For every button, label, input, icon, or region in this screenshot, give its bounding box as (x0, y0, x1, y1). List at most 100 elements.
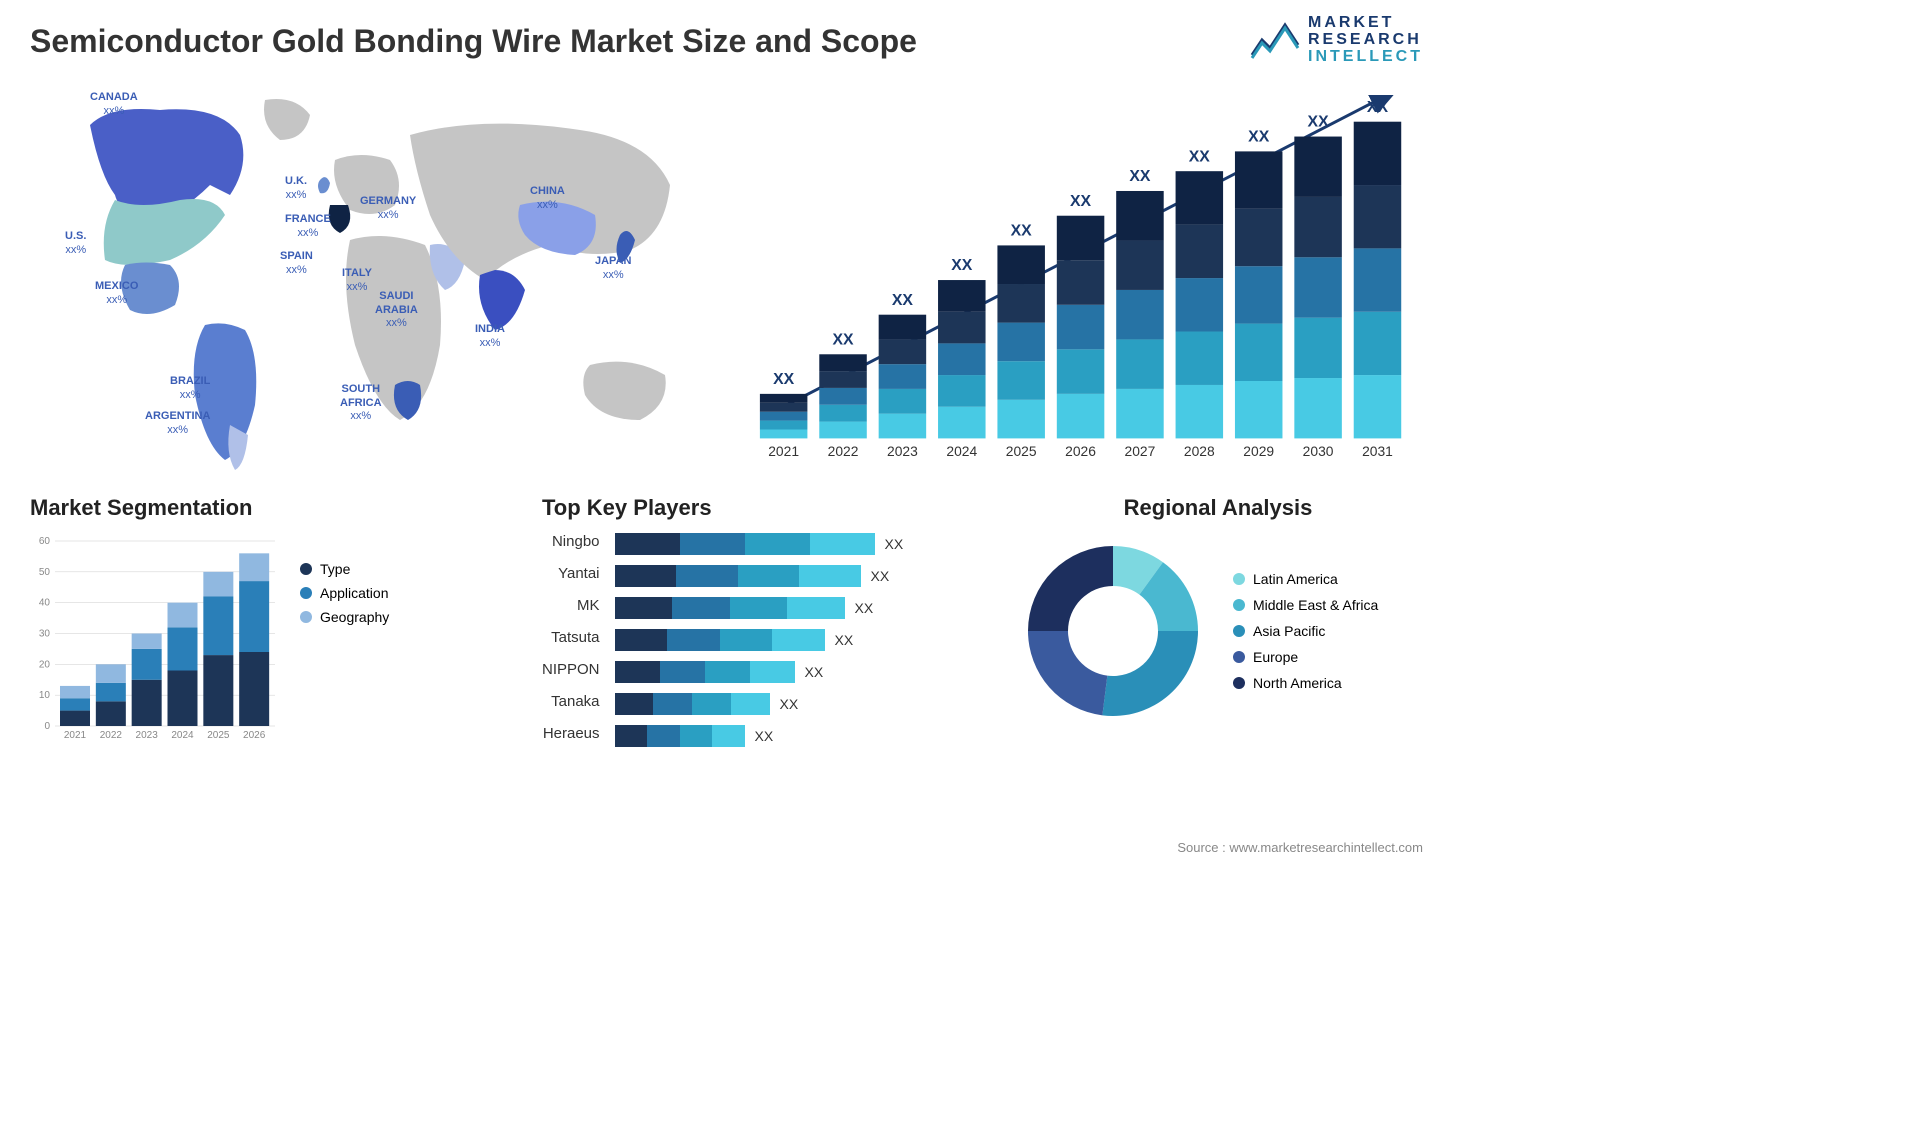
bar-value-label: XX (951, 258, 973, 275)
player-bar-segment (692, 693, 731, 715)
player-name: Heraeus (542, 725, 600, 747)
seg-legend-item: Application (300, 585, 389, 601)
seg-bar-segment (168, 603, 198, 628)
seg-bar-segment (96, 665, 126, 684)
player-value-label: XX (885, 536, 904, 552)
player-bar-segment (745, 533, 810, 555)
bar-year-label: 2023 (887, 444, 918, 460)
player-bar-segment (615, 725, 648, 747)
player-bar-row: XX (615, 629, 993, 651)
bar-year-label: 2028 (1184, 444, 1215, 460)
segmentation-legend: TypeApplicationGeography (300, 531, 389, 751)
main-bar-segment (819, 388, 867, 405)
main-bar-segment (1176, 332, 1224, 385)
seg-bar-segment (168, 628, 198, 671)
main-bar-segment (997, 246, 1045, 285)
logo-text-1: MARKET (1308, 15, 1423, 32)
player-bar-row: XX (615, 533, 993, 555)
main-bar-segment (1235, 267, 1283, 324)
player-bar-segment (660, 661, 705, 683)
main-bar-segment (1235, 152, 1283, 209)
map-label: SOUTHAFRICAxx% (340, 383, 382, 423)
svg-text:2026: 2026 (243, 730, 266, 741)
bar-value-label: XX (1308, 114, 1330, 131)
player-bar-segment (615, 597, 673, 619)
donut-chart (1013, 531, 1213, 731)
player-bar-segment (750, 661, 795, 683)
main-bar-segment (760, 412, 808, 421)
source-text: Source : www.marketresearchintellect.com (1177, 840, 1423, 855)
main-bar-segment (1354, 312, 1402, 375)
segmentation-title: Market Segmentation (30, 495, 522, 521)
regional-legend-item: Europe (1233, 649, 1378, 665)
svg-text:30: 30 (39, 629, 51, 640)
bar-year-label: 2022 (828, 444, 859, 460)
seg-legend-item: Type (300, 561, 389, 577)
svg-text:40: 40 (39, 598, 51, 609)
main-bar-segment (1057, 305, 1105, 350)
main-bar-segment (1354, 185, 1402, 248)
main-bar-segment (1116, 389, 1164, 438)
player-bars: XXXXXXXXXXXXXX (615, 531, 993, 747)
player-name: Yantai (542, 565, 600, 587)
player-bar-segment (615, 629, 668, 651)
main-bar-segment (819, 405, 867, 422)
player-value-label: XX (871, 568, 890, 584)
main-bar-segment (1057, 394, 1105, 439)
main-bar-segment (819, 422, 867, 439)
bar-value-label: XX (892, 292, 914, 309)
svg-text:2025: 2025 (207, 730, 230, 741)
map-label: CANADAxx% (90, 91, 138, 117)
player-names: NingboYantaiMKTatsutaNIPPONTanakaHeraeus (542, 531, 600, 747)
map-label: ARGENTINAxx% (145, 410, 210, 436)
player-bar-segment (647, 725, 680, 747)
seg-bar-segment (132, 634, 162, 649)
player-bar-segment (680, 533, 745, 555)
main-bar-segment (1116, 340, 1164, 389)
svg-text:60: 60 (39, 536, 51, 547)
player-name: NIPPON (542, 661, 600, 683)
svg-text:2021: 2021 (64, 730, 87, 741)
player-bar-segment (731, 693, 770, 715)
main-bar-segment (997, 323, 1045, 362)
main-bar-segment (1057, 216, 1105, 261)
main-bar-segment (1354, 375, 1402, 438)
player-value-label: XX (855, 600, 874, 616)
regional-legend-item: North America (1233, 675, 1378, 691)
main-bar-segment (879, 340, 927, 365)
main-bar-segment (760, 394, 808, 403)
donut-segment (1028, 546, 1113, 631)
bar-year-label: 2026 (1065, 444, 1096, 460)
logo-text-2: RESEARCH (1308, 32, 1423, 49)
player-bar-row: XX (615, 661, 993, 683)
player-bar-segment (705, 661, 750, 683)
seg-bar-segment (168, 671, 198, 727)
bar-year-label: 2027 (1125, 444, 1156, 460)
regional-title: Regional Analysis (1013, 495, 1423, 521)
seg-bar-segment (239, 581, 269, 652)
seg-bar-segment (60, 699, 90, 711)
page-title: Semiconductor Gold Bonding Wire Market S… (30, 15, 917, 60)
player-value-label: XX (835, 632, 854, 648)
player-bar-segment (799, 565, 861, 587)
seg-bar-segment (203, 572, 233, 597)
player-bar-segment (680, 725, 713, 747)
map-label: INDIAxx% (475, 323, 505, 349)
main-bar-segment (1354, 249, 1402, 312)
seg-bar-segment (132, 649, 162, 680)
main-bar-segment (879, 389, 927, 414)
main-bar-segment (1354, 122, 1402, 185)
player-bar-row: XX (615, 725, 993, 747)
svg-text:10: 10 (39, 691, 51, 702)
bar-year-label: 2021 (768, 444, 799, 460)
main-bar-segment (819, 355, 867, 372)
seg-bar-segment (96, 702, 126, 727)
bar-value-label: XX (1248, 129, 1270, 146)
bar-year-label: 2024 (946, 444, 977, 460)
map-label: U.K.xx% (285, 175, 307, 201)
bar-year-label: 2030 (1303, 444, 1334, 460)
bar-value-label: XX (1189, 149, 1211, 166)
bar-value-label: XX (1070, 193, 1092, 210)
map-label: CHINAxx% (530, 185, 565, 211)
player-bar-segment (672, 597, 730, 619)
